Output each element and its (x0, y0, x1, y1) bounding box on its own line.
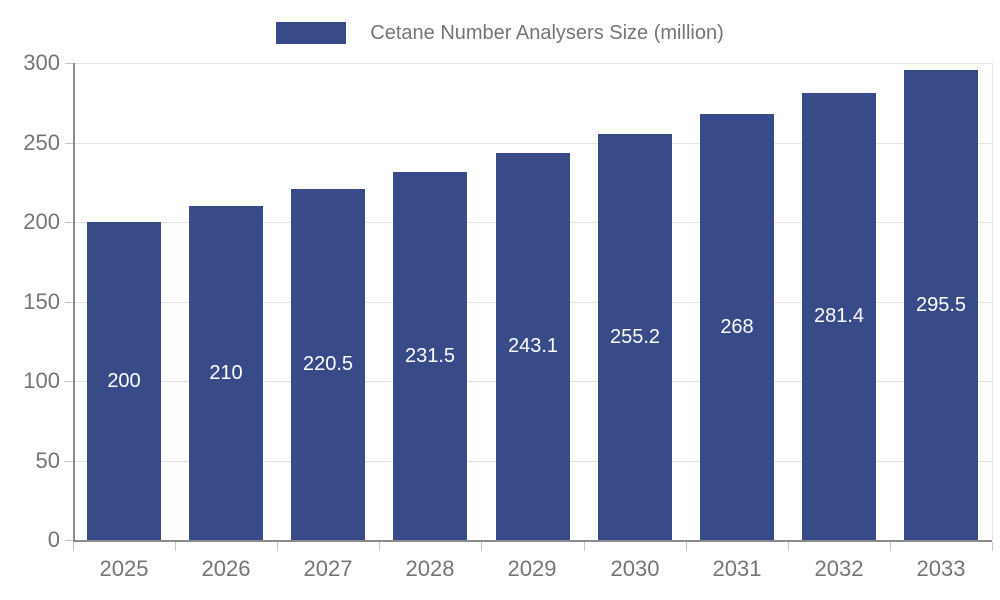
y-axis-tick-label: 50 (35, 448, 60, 473)
y-axis-line (73, 63, 75, 542)
bar-value-label: 295.5 (915, 293, 967, 316)
x-axis-tick-label: 2026 (201, 556, 251, 581)
x-axis-tick-label: 2029 (507, 556, 557, 581)
y-tick-mark (65, 143, 73, 144)
x-axis-tick-label: 2025 (99, 556, 149, 581)
bar: 200 (87, 222, 161, 540)
bar-value-label: 243.1 (507, 335, 559, 357)
bar-value-label: 268 (720, 315, 754, 338)
bar: 231.5 (393, 172, 467, 540)
bar: 243.1 (496, 153, 570, 540)
y-tick-mark (65, 302, 73, 303)
bar: 255.2 (598, 134, 672, 540)
y-axis-tick-label: 200 (23, 209, 60, 234)
plot-right-border (992, 63, 993, 540)
y-axis-tick-label: 300 (23, 50, 60, 75)
bar-value-label: 200 (107, 369, 141, 392)
x-tick-mark (379, 542, 380, 551)
y-axis-tick-label: 100 (23, 368, 60, 393)
y-tick-mark (65, 540, 73, 541)
y-tick-mark (65, 381, 73, 382)
y-axis-tick-label: 250 (23, 130, 60, 155)
legend-swatch-icon (276, 22, 347, 44)
x-axis-tick-label: 2031 (712, 556, 762, 581)
x-tick-mark (992, 542, 993, 551)
x-axis-tick-label: 2033 (916, 556, 966, 581)
bar-value-label: 255.2 (609, 325, 661, 348)
bar-value-label: 281.4 (813, 305, 865, 327)
x-tick-mark (584, 542, 585, 551)
x-tick-mark (277, 542, 278, 551)
x-axis-line (73, 540, 992, 542)
x-tick-mark (481, 542, 482, 551)
x-tick-mark (890, 542, 891, 551)
y-axis-tick-label: 150 (23, 289, 60, 314)
x-tick-mark (175, 542, 176, 551)
bar-value-label: 220.5 (302, 353, 354, 375)
bar: 281.4 (802, 93, 876, 540)
bar: 268 (700, 114, 774, 540)
y-tick-mark (65, 63, 73, 64)
x-tick-mark (686, 542, 687, 551)
bar-value-label: 210 (209, 361, 243, 384)
x-tick-mark (73, 542, 74, 551)
bar-value-label: 231.5 (404, 344, 456, 367)
y-tick-mark (65, 222, 73, 223)
bar: 220.5 (291, 189, 365, 540)
y-axis-tick-label: 0 (47, 527, 60, 552)
x-axis-tick-label: 2030 (610, 556, 660, 581)
bar: 210 (189, 206, 263, 540)
y-tick-mark (65, 461, 73, 462)
x-axis-tick-label: 2027 (303, 556, 353, 581)
x-axis-tick-label: 2028 (405, 556, 455, 581)
gridline (73, 143, 992, 144)
gridline (73, 63, 992, 64)
x-axis-tick-label: 2032 (814, 556, 864, 581)
legend-label: Cetane Number Analysers Size (million) (370, 22, 724, 44)
bar: 295.5 (904, 70, 978, 540)
chart-legend[interactable]: Cetane Number Analysers Size (million) (0, 20, 1000, 46)
x-tick-mark (788, 542, 789, 551)
